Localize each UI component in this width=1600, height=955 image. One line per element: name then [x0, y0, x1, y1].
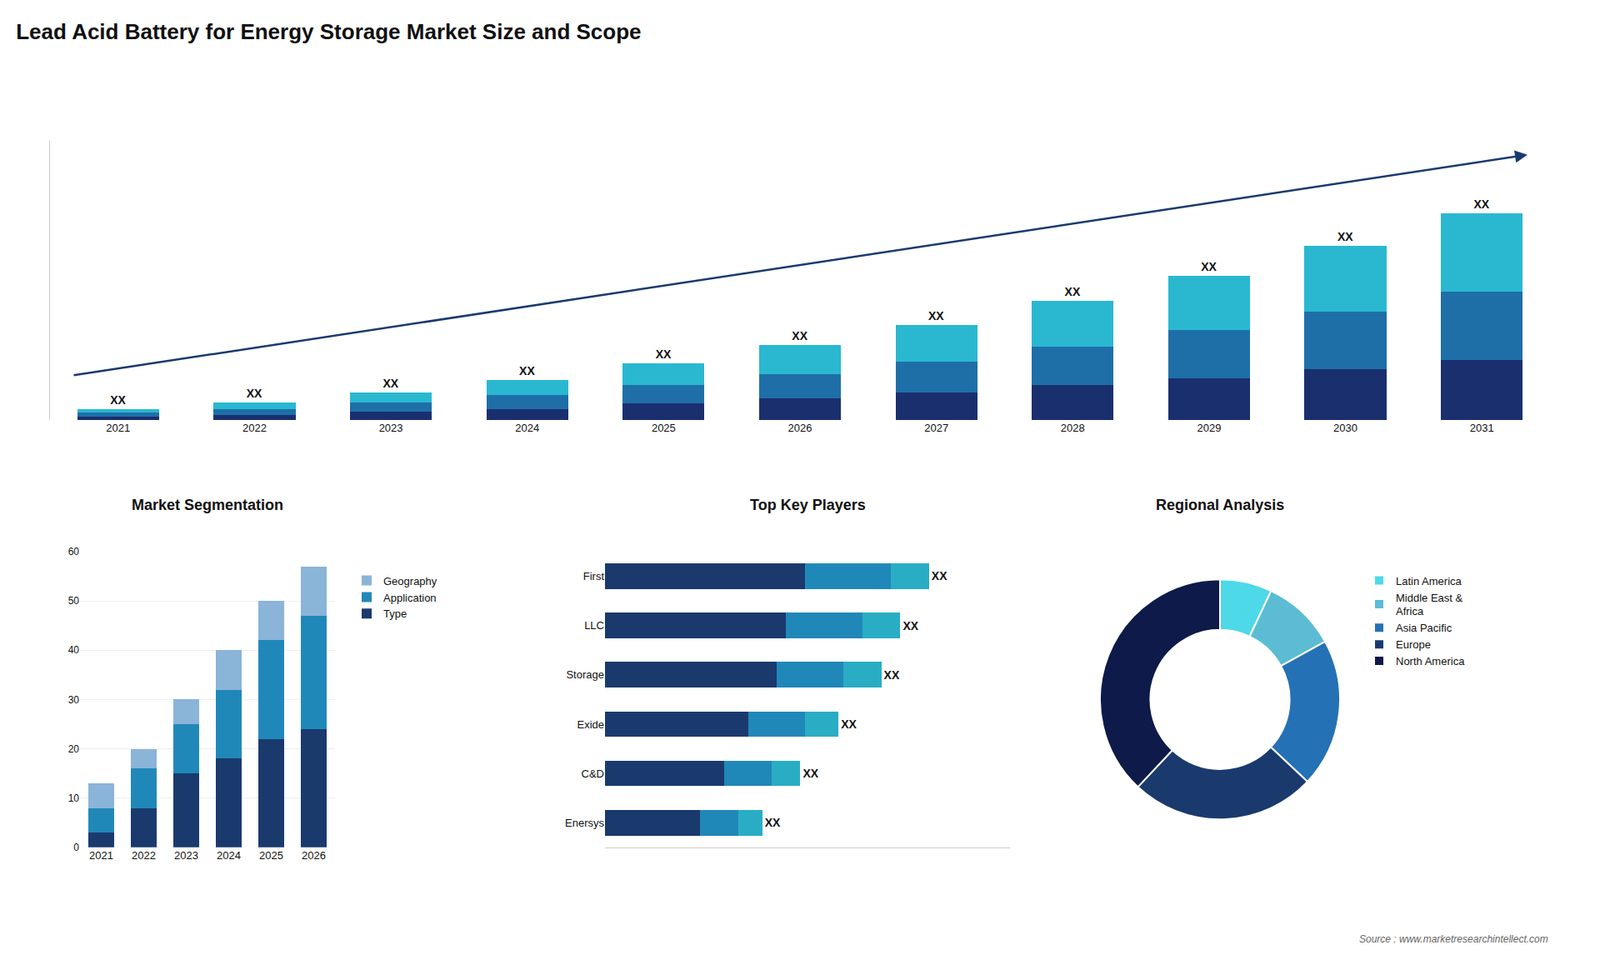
svg-text:XX: XX — [655, 347, 672, 361]
svg-text:2027: 2027 — [924, 421, 949, 435]
svg-text:XX: XX — [382, 376, 399, 390]
svg-text:North America: North America — [1395, 655, 1465, 668]
svg-text:XX: XX — [931, 569, 948, 583]
svg-text:2021: 2021 — [105, 421, 130, 435]
svg-text:Europe: Europe — [1395, 638, 1431, 651]
svg-text:2022: 2022 — [242, 421, 267, 435]
svg-text:XX: XX — [928, 309, 945, 323]
svg-text:2023: 2023 — [379, 421, 404, 435]
svg-text:Storage: Storage — [565, 668, 605, 681]
svg-text:60: 60 — [68, 545, 80, 558]
svg-text:Type: Type — [383, 607, 407, 620]
svg-text:LLC: LLC — [584, 619, 605, 632]
svg-text:Middle East &Africa: Middle East &Africa — [1395, 591, 1464, 619]
svg-text:XX: XX — [519, 364, 535, 378]
svg-text:XX: XX — [1337, 230, 1354, 244]
svg-text:Regional Analysis: Regional Analysis — [1155, 496, 1285, 514]
svg-text:XX: XX — [246, 386, 263, 400]
svg-text:50: 50 — [68, 595, 80, 607]
svg-text:XX: XX — [1065, 285, 1081, 299]
svg-text:XX: XX — [1200, 260, 1217, 274]
svg-text:XX: XX — [840, 717, 857, 731]
svg-text:XX: XX — [902, 619, 919, 633]
svg-text:Enersys: Enersys — [565, 816, 605, 830]
svg-text:XX: XX — [110, 393, 126, 407]
svg-text:2028: 2028 — [1060, 421, 1085, 435]
svg-text:XX: XX — [802, 766, 819, 780]
svg-text:2031: 2031 — [1470, 421, 1495, 435]
svg-text:Market Segmentation: Market Segmentation — [131, 496, 284, 514]
svg-text:2024: 2024 — [216, 849, 241, 862]
svg-text:2024: 2024 — [515, 421, 540, 435]
svg-text:20: 20 — [68, 743, 80, 755]
svg-text:2025: 2025 — [259, 849, 284, 862]
svg-text:Application: Application — [383, 591, 437, 605]
svg-text:First: First — [583, 570, 605, 583]
svg-text:2029: 2029 — [1196, 421, 1221, 435]
svg-text:Source : www.marketresearchint: Source : www.marketresearchintellect.com — [1359, 933, 1549, 945]
svg-text:XX: XX — [791, 329, 808, 343]
svg-text:2021: 2021 — [89, 849, 114, 862]
svg-text:Top Key Players: Top Key Players — [750, 496, 866, 514]
svg-text:10: 10 — [68, 792, 80, 805]
svg-text:2025: 2025 — [651, 421, 676, 435]
svg-text:Lead Acid Battery for Energy S: Lead Acid Battery for Energy Storage Mar… — [15, 19, 641, 45]
svg-text:2026: 2026 — [788, 421, 813, 435]
svg-text:40: 40 — [68, 644, 80, 656]
svg-text:2022: 2022 — [131, 849, 156, 862]
svg-text:0: 0 — [73, 841, 80, 854]
svg-text:2030: 2030 — [1333, 421, 1358, 435]
svg-text:Geography: Geography — [383, 575, 438, 588]
svg-text:XX: XX — [1474, 197, 1490, 211]
svg-text:C&D: C&D — [581, 767, 605, 780]
svg-text:2023: 2023 — [174, 849, 199, 862]
svg-text:XX: XX — [884, 668, 900, 682]
svg-text:Asia Pacific: Asia Pacific — [1395, 621, 1453, 635]
svg-text:Latin America: Latin America — [1395, 575, 1463, 588]
svg-text:30: 30 — [68, 694, 80, 706]
svg-text:2026: 2026 — [301, 849, 326, 862]
svg-text:Exide: Exide — [576, 717, 605, 730]
svg-text:XX: XX — [765, 815, 781, 830]
